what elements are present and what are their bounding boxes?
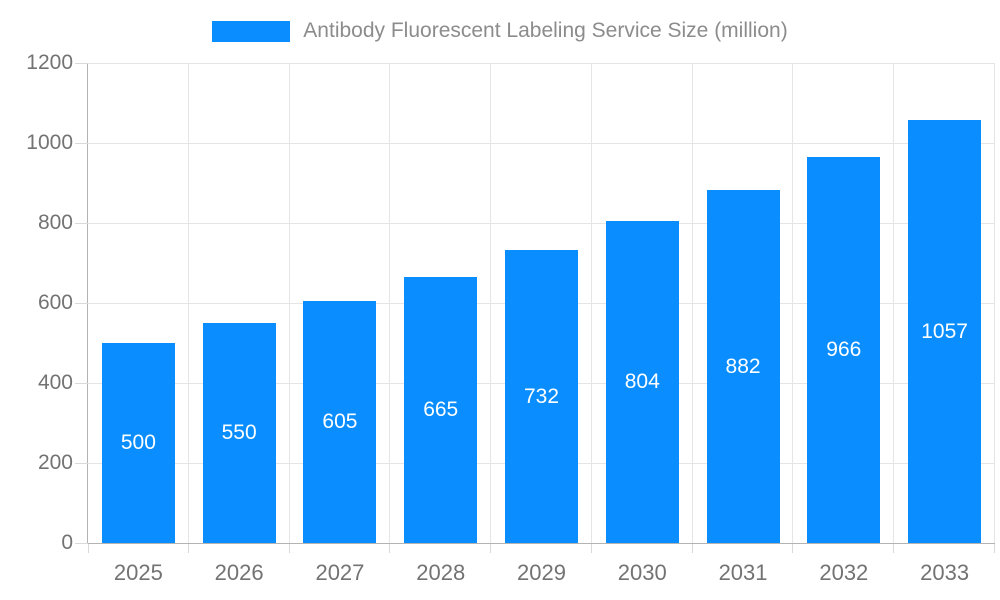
y-tick	[75, 543, 88, 544]
x-gridline	[994, 63, 995, 543]
y-tick	[75, 463, 88, 464]
y-axis-tick-label: 600	[37, 291, 73, 314]
x-axis-tick-label: 2028	[416, 560, 466, 585]
y-axis-tick-label: 200	[37, 451, 73, 474]
legend-label: Antibody Fluorescent Labeling Service Si…	[303, 19, 788, 42]
y-tick	[75, 303, 88, 304]
y-gridline	[88, 63, 995, 64]
bar[interactable]	[101, 343, 175, 543]
y-tick	[75, 143, 88, 144]
y-axis-tick-label: 800	[37, 211, 73, 234]
bar[interactable]	[605, 221, 679, 543]
x-tick	[288, 544, 290, 553]
x-gridline	[691, 63, 693, 543]
x-gridline	[590, 63, 592, 543]
x-tick	[490, 544, 492, 553]
x-axis-tick-label: 2032	[819, 560, 869, 585]
y-axis-tick-label: 400	[37, 371, 73, 394]
x-axis-tick-label: 2025	[113, 560, 163, 585]
x-tick	[187, 544, 189, 553]
x-axis-tick-label: 2026	[214, 560, 264, 585]
y-axis-tick-label: 1200	[26, 51, 73, 74]
x-gridline	[288, 63, 290, 543]
y-gridline	[88, 223, 995, 224]
y-tick	[75, 383, 88, 384]
bar[interactable]	[202, 323, 276, 543]
x-tick	[792, 544, 794, 553]
x-tick	[389, 544, 391, 553]
y-axis-tick-label: 1000	[26, 131, 73, 154]
bar[interactable]	[404, 277, 478, 543]
legend-swatch-icon	[212, 20, 291, 42]
x-gridline	[893, 63, 895, 543]
x-axis-tick-label: 2031	[718, 560, 768, 585]
x-tick	[590, 544, 592, 553]
x-tick	[88, 544, 89, 553]
x-axis-tick-label: 2029	[517, 560, 566, 585]
x-tick	[994, 544, 995, 553]
bar[interactable]	[908, 120, 982, 543]
plot-area: 0 200 400 600 800 1000 1200 500 2025 550 2026 605 20…	[26, 51, 995, 585]
bar[interactable]	[807, 156, 881, 543]
x-gridline	[389, 63, 391, 543]
chart-legend[interactable]: Antibody Fluorescent Labeling Service Si…	[0, 19, 1000, 43]
x-axis-tick-label: 2027	[315, 560, 365, 585]
x-tick	[691, 544, 693, 553]
x-gridline	[792, 63, 794, 543]
y-gridline	[88, 143, 995, 144]
x-tick	[893, 544, 895, 553]
x-axis-tick-label: 2030	[617, 560, 667, 585]
x-gridline	[490, 63, 492, 543]
x-axis-tick-label: 2033	[920, 560, 970, 585]
bar[interactable]	[706, 190, 780, 543]
y-tick	[75, 63, 88, 64]
y-axis-tick-label: 0	[61, 531, 73, 554]
bar[interactable]	[505, 250, 578, 543]
bar[interactable]	[303, 301, 377, 543]
x-gridline	[187, 63, 189, 543]
y-tick	[75, 223, 88, 224]
